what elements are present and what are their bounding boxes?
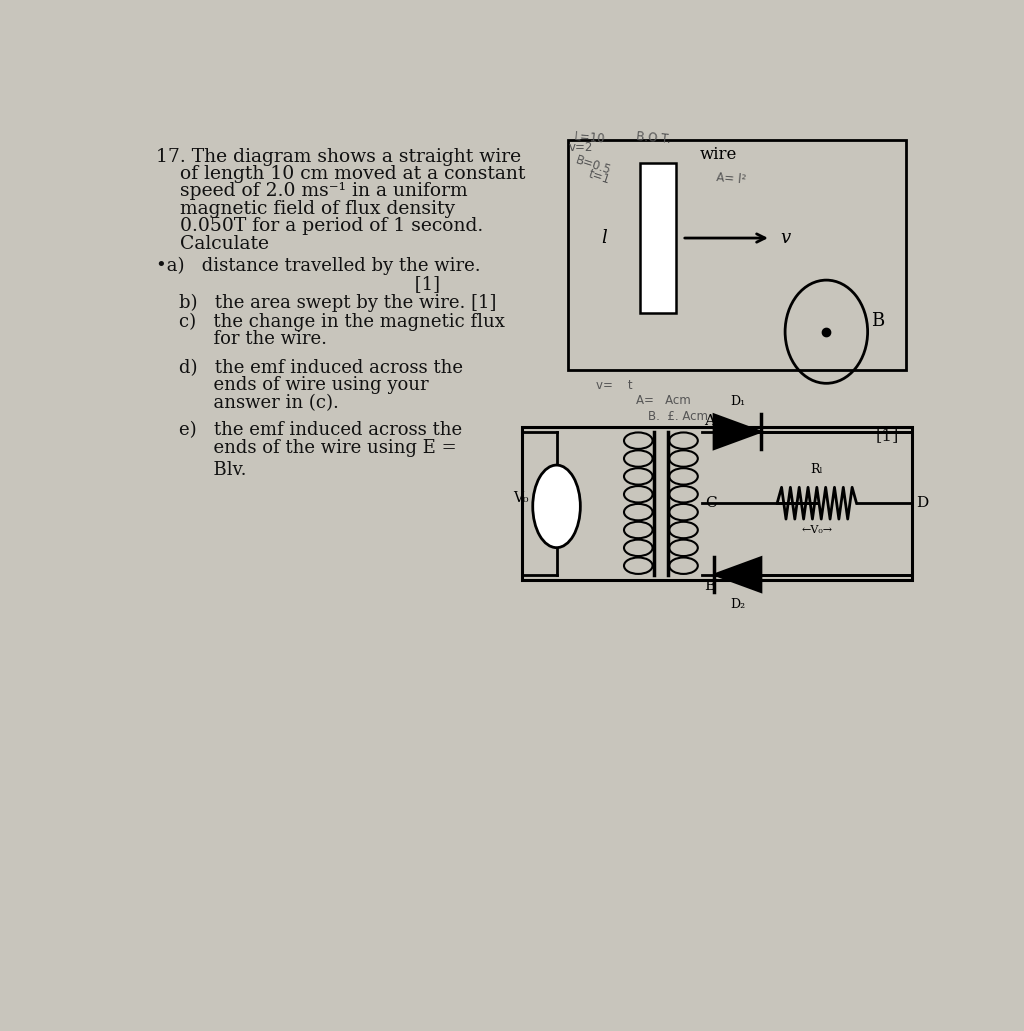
- Ellipse shape: [624, 522, 652, 538]
- Ellipse shape: [624, 558, 652, 574]
- Text: A= l²: A= l²: [715, 171, 746, 187]
- Text: c)   the change in the magnetic flux: c) the change in the magnetic flux: [156, 312, 505, 331]
- Text: ends of the wire using E =: ends of the wire using E =: [156, 439, 457, 457]
- Text: •a)   distance travelled by the wire.: •a) distance travelled by the wire.: [156, 257, 480, 275]
- Ellipse shape: [624, 504, 652, 521]
- Ellipse shape: [624, 486, 652, 502]
- Text: ends of wire using your: ends of wire using your: [156, 376, 428, 394]
- Text: B: B: [705, 578, 716, 593]
- Text: b)   the area swept by the wire. [1]: b) the area swept by the wire. [1]: [156, 294, 497, 311]
- Text: C: C: [705, 496, 717, 510]
- Ellipse shape: [532, 465, 581, 547]
- Text: wire: wire: [699, 146, 736, 163]
- Ellipse shape: [670, 522, 697, 538]
- Text: V₀: V₀: [513, 492, 528, 505]
- Polygon shape: [714, 414, 761, 450]
- Text: B: B: [870, 311, 884, 330]
- Text: D₁: D₁: [730, 395, 745, 408]
- Text: L=10: L=10: [574, 130, 606, 145]
- Text: answer in (c).: answer in (c).: [156, 394, 339, 411]
- Text: d)   the emf induced across the: d) the emf induced across the: [156, 359, 463, 376]
- Ellipse shape: [624, 468, 652, 485]
- Text: v=    t: v= t: [596, 379, 633, 393]
- Polygon shape: [640, 164, 676, 312]
- Text: for the wire.: for the wire.: [156, 330, 327, 348]
- Text: t=1: t=1: [587, 167, 611, 187]
- Text: [1]: [1]: [156, 274, 439, 293]
- Ellipse shape: [670, 451, 697, 467]
- Text: A: A: [705, 413, 715, 428]
- Ellipse shape: [670, 432, 697, 448]
- Text: B=0.5: B=0.5: [574, 154, 612, 177]
- Ellipse shape: [624, 432, 652, 448]
- Text: ←V₀→: ←V₀→: [802, 526, 833, 535]
- Text: l: l: [601, 229, 607, 247]
- Text: 0.050T for a period of 1 second.: 0.050T for a period of 1 second.: [156, 218, 483, 235]
- Text: A=   Acm: A= Acm: [636, 394, 690, 406]
- Text: B.  £. Acm: B. £. Acm: [648, 409, 708, 423]
- Text: D₂: D₂: [730, 598, 745, 611]
- Text: v=2: v=2: [568, 141, 593, 155]
- Ellipse shape: [624, 451, 652, 467]
- Ellipse shape: [670, 558, 697, 574]
- Polygon shape: [714, 557, 761, 592]
- Ellipse shape: [670, 539, 697, 556]
- Ellipse shape: [670, 504, 697, 521]
- Text: B.O T.: B.O T.: [636, 130, 672, 146]
- Text: Blv.: Blv.: [156, 461, 247, 479]
- Text: e)   the emf induced across the: e) the emf induced across the: [156, 422, 462, 439]
- Ellipse shape: [624, 539, 652, 556]
- Ellipse shape: [670, 486, 697, 502]
- Text: D: D: [916, 496, 929, 510]
- Text: ~: ~: [550, 499, 563, 513]
- Text: magnetic field of flux density: magnetic field of flux density: [156, 200, 455, 218]
- Ellipse shape: [670, 468, 697, 485]
- Text: of length 10 cm moved at a constant: of length 10 cm moved at a constant: [156, 165, 525, 182]
- Text: [1]: [1]: [876, 427, 899, 444]
- Text: v: v: [780, 229, 791, 247]
- Text: 17. The diagram shows a straight wire: 17. The diagram shows a straight wire: [156, 147, 521, 166]
- Text: Rₗ: Rₗ: [811, 463, 823, 476]
- Text: speed of 2.0 ms⁻¹ in a uniform: speed of 2.0 ms⁻¹ in a uniform: [156, 182, 467, 200]
- Text: Calculate: Calculate: [156, 235, 268, 253]
